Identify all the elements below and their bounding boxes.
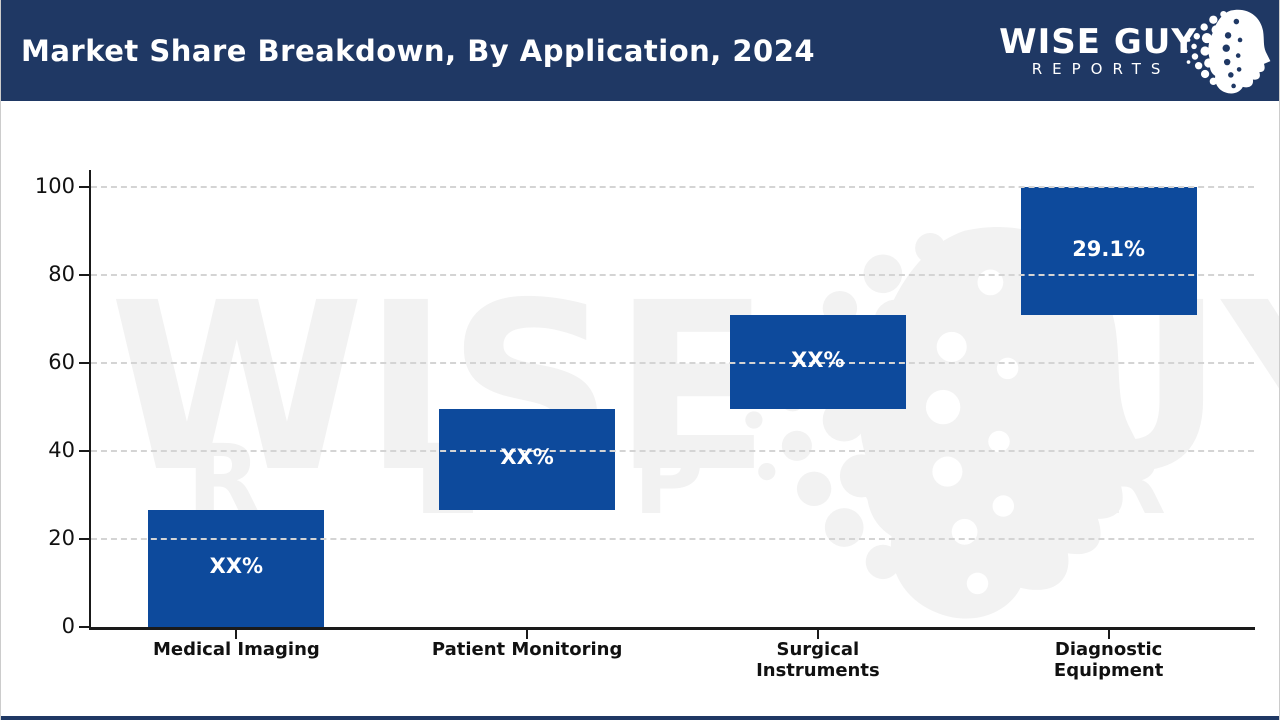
y-tick-mark (79, 362, 90, 364)
x-category-label-line: Medical Imaging (152, 639, 320, 660)
x-category-label-line: Patient Monitoring (431, 639, 623, 660)
x-tick-mark (235, 630, 238, 639)
y-tick-label: 80 (48, 262, 75, 286)
y-tick-label: 100 (34, 174, 75, 198)
gridline (91, 362, 1254, 364)
bar-value-label: XX% (500, 445, 554, 470)
x-category-label: Medical Imaging (116, 639, 356, 661)
x-tick-mark (526, 630, 529, 639)
wise-guy-reports-logo: WISE GUY REPORTS (999, 5, 1279, 97)
bar-value-label: 29.1% (1072, 237, 1146, 262)
y-axis-line (89, 170, 91, 628)
x-tick-mark (816, 630, 819, 639)
x-axis-line (89, 627, 1255, 630)
logo-text: WISE GUY REPORTS (999, 25, 1197, 77)
y-tick-label: 40 (48, 438, 75, 462)
x-category-label-line: Instruments (756, 659, 880, 681)
dotted-head-icon (1183, 9, 1271, 93)
y-tick-mark (79, 538, 90, 540)
logo-wordmark: WISE GUY (999, 21, 1197, 62)
y-tick-label: 20 (48, 526, 75, 550)
x-tick-mark (1107, 630, 1110, 639)
logo-subtitle: REPORTS (1031, 59, 1171, 78)
y-tick-mark (79, 450, 90, 452)
x-category-label-line: Equipment (1053, 659, 1164, 681)
y-tick-mark (79, 186, 90, 188)
gridline (91, 450, 1254, 452)
gridline (91, 186, 1254, 188)
y-tick-label: 60 (48, 350, 75, 374)
footer-bar (1, 716, 1279, 720)
bar-segment (439, 408, 616, 510)
page-title: Market Share Breakdown, By Application, … (21, 33, 816, 68)
header-bar: Market Share Breakdown, By Application, … (1, 0, 1279, 101)
bar-segment (1020, 187, 1197, 316)
x-category-label: Patient Monitoring (407, 639, 647, 661)
y-tick-mark (79, 274, 90, 276)
y-tick-mark (79, 626, 90, 628)
x-category-label: Diagnostic Equipment (989, 639, 1229, 681)
bar-value-label: XX% (791, 347, 845, 372)
y-tick-label: 0 (61, 614, 75, 638)
bar-segment (148, 509, 325, 627)
watermark-dotted-head-icon (745, 227, 1150, 619)
bar-value-label: XX% (209, 554, 264, 579)
x-category-label-line: Surgical (776, 639, 860, 660)
bar-segment (729, 315, 906, 409)
gridline (91, 274, 1254, 276)
gridline (91, 538, 1254, 540)
x-category-label: Surgical Instruments (698, 639, 938, 681)
x-category-label-line: Diagnostic (1054, 639, 1163, 660)
